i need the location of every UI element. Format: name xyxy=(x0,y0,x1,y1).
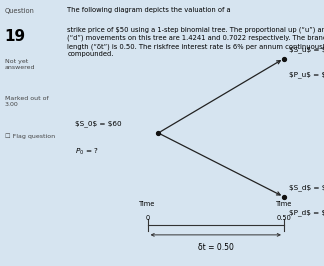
Text: Question: Question xyxy=(5,8,34,14)
Text: Marked out of
3.00: Marked out of 3.00 xyxy=(5,96,48,107)
Text: Time: Time xyxy=(276,201,292,207)
Text: $S_u$ = $83.45: $S_u$ = $83.45 xyxy=(289,46,324,53)
Text: $P_u$ = $0: $P_u$ = $0 xyxy=(289,71,324,78)
Text: $P_d$ = $7.87: $P_d$ = $7.87 xyxy=(289,209,324,216)
Text: $S_0$ = $60: $S_0$ = $60 xyxy=(75,120,122,127)
Text: $S_d$ = $42.13: $S_d$ = $42.13 xyxy=(289,184,324,191)
Text: 19: 19 xyxy=(5,29,26,44)
Text: δt = 0.50: δt = 0.50 xyxy=(198,243,234,252)
Text: 0: 0 xyxy=(145,215,150,221)
Text: Time: Time xyxy=(139,201,156,207)
Text: 0.50: 0.50 xyxy=(276,215,291,221)
Text: Not yet
answered: Not yet answered xyxy=(5,59,35,70)
Text: The following diagram depicts the valuation of a: The following diagram depicts the valuat… xyxy=(67,7,233,13)
Text: strike price of $50 using a 1-step binomial tree. The proportional up (“u”) and : strike price of $50 using a 1-step binom… xyxy=(67,27,324,57)
Text: ☐ Flag question: ☐ Flag question xyxy=(5,133,55,139)
Text: $P_0$ = ?: $P_0$ = ? xyxy=(75,147,99,157)
